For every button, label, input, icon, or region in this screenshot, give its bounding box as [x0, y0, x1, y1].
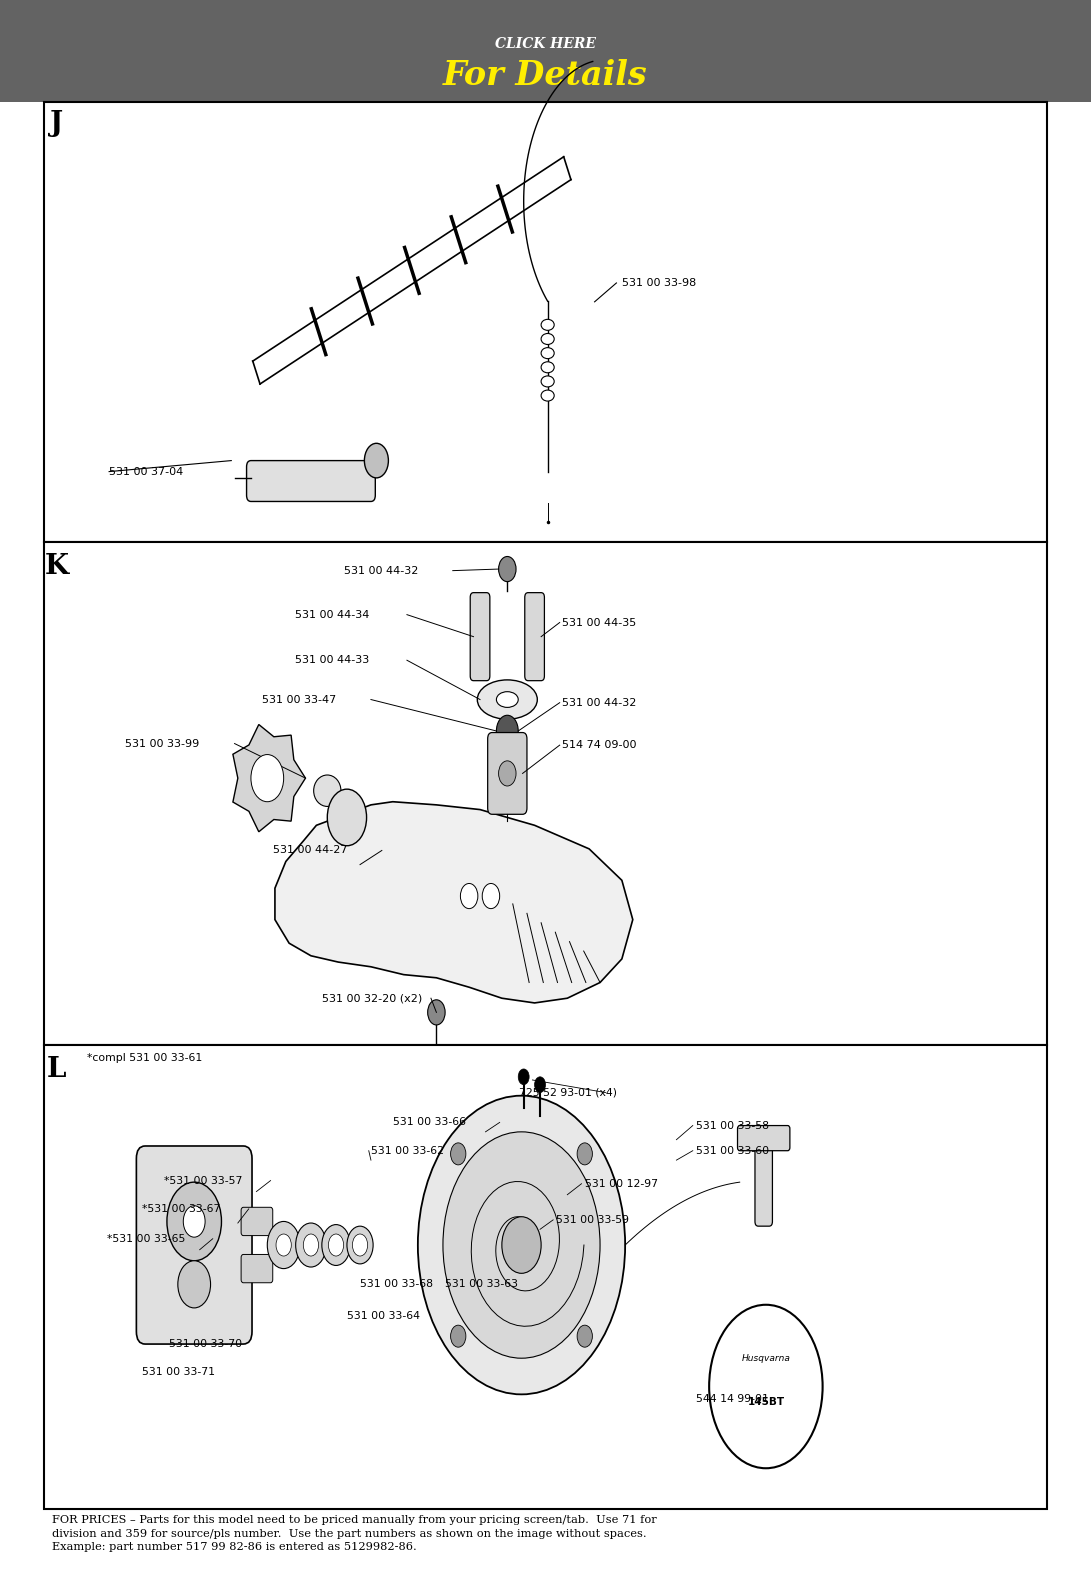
Circle shape [709, 1305, 823, 1468]
Circle shape [518, 1069, 529, 1085]
Text: 531 00 33-66: 531 00 33-66 [393, 1118, 466, 1127]
Ellipse shape [541, 362, 554, 373]
Circle shape [451, 1143, 466, 1165]
Polygon shape [275, 802, 633, 1003]
Text: K: K [45, 553, 69, 580]
Circle shape [267, 1221, 300, 1269]
FancyBboxPatch shape [241, 1207, 273, 1236]
Circle shape [502, 1217, 541, 1273]
Ellipse shape [541, 376, 554, 387]
Circle shape [328, 1234, 344, 1256]
Text: *compl 531 00 33-61: *compl 531 00 33-61 [87, 1053, 203, 1063]
Text: Husqvarna: Husqvarna [742, 1353, 790, 1363]
FancyBboxPatch shape [136, 1146, 252, 1344]
Text: 531 00 33-58: 531 00 33-58 [696, 1121, 769, 1130]
Circle shape [322, 1225, 350, 1265]
Polygon shape [232, 725, 305, 832]
Text: 531 00 44-27: 531 00 44-27 [273, 846, 347, 855]
Text: 531 00 33-71: 531 00 33-71 [142, 1368, 215, 1377]
Circle shape [418, 1096, 625, 1394]
Text: For Details: For Details [443, 60, 648, 91]
Circle shape [482, 883, 500, 909]
Text: 531 00 33-59: 531 00 33-59 [556, 1215, 630, 1225]
Text: 531 00 33-70: 531 00 33-70 [169, 1339, 242, 1349]
Ellipse shape [541, 347, 554, 358]
Text: 531 00 44-32: 531 00 44-32 [344, 566, 418, 575]
Text: 514 74 09-00: 514 74 09-00 [562, 740, 636, 750]
Text: 531 00 33-64: 531 00 33-64 [347, 1311, 420, 1320]
Text: 531 00 33-47: 531 00 33-47 [262, 695, 336, 704]
Text: J: J [50, 110, 63, 137]
Circle shape [347, 1226, 373, 1264]
Ellipse shape [496, 692, 518, 707]
Circle shape [251, 755, 284, 802]
Circle shape [535, 1077, 546, 1093]
Circle shape [327, 789, 367, 846]
Text: 531 00 32-20 (x2): 531 00 32-20 (x2) [322, 994, 422, 1003]
Circle shape [178, 1261, 211, 1308]
Text: 531 00 37-04: 531 00 37-04 [109, 467, 183, 476]
Text: 531 00 44-34: 531 00 44-34 [295, 610, 369, 619]
FancyBboxPatch shape [755, 1138, 772, 1226]
Circle shape [303, 1234, 319, 1256]
Ellipse shape [541, 390, 554, 401]
Circle shape [364, 443, 388, 478]
Text: 531 00 44-33: 531 00 44-33 [295, 656, 369, 665]
FancyBboxPatch shape [247, 461, 375, 501]
Circle shape [352, 1234, 368, 1256]
Text: 531 00 33-99: 531 00 33-99 [125, 739, 200, 748]
Text: 531 00 33-63: 531 00 33-63 [445, 1280, 518, 1289]
Text: 531 00 44-32: 531 00 44-32 [562, 698, 636, 707]
Circle shape [577, 1325, 592, 1347]
Circle shape [296, 1223, 326, 1267]
Text: 544 14 99-01: 544 14 99-01 [696, 1394, 769, 1404]
FancyBboxPatch shape [241, 1254, 273, 1283]
FancyBboxPatch shape [488, 733, 527, 814]
FancyBboxPatch shape [525, 593, 544, 681]
Text: L: L [47, 1056, 67, 1083]
FancyBboxPatch shape [470, 593, 490, 681]
FancyBboxPatch shape [738, 1126, 790, 1151]
Circle shape [443, 1132, 600, 1358]
Text: *531 00 33-67: *531 00 33-67 [142, 1204, 220, 1214]
Circle shape [451, 1325, 466, 1347]
Ellipse shape [541, 333, 554, 344]
Text: 145BT: 145BT [747, 1398, 784, 1407]
Text: 531 00 33-60: 531 00 33-60 [696, 1146, 769, 1155]
Circle shape [276, 1234, 291, 1256]
Bar [44, 102, 1047, 542]
Text: *531 00 33-57: *531 00 33-57 [164, 1176, 242, 1185]
Text: 531 00 33-98: 531 00 33-98 [622, 278, 696, 288]
Bar [44, 1045, 1047, 1509]
Circle shape [499, 761, 516, 786]
Ellipse shape [478, 679, 538, 718]
Text: CLICK HERE: CLICK HERE [495, 38, 596, 50]
Text: 531 00 33-68: 531 00 33-68 [360, 1280, 433, 1289]
Text: 531 00 33-62: 531 00 33-62 [371, 1146, 444, 1155]
Circle shape [183, 1206, 205, 1237]
Circle shape [499, 556, 516, 582]
Circle shape [167, 1182, 221, 1261]
Text: 531 00 12-97: 531 00 12-97 [585, 1179, 658, 1188]
Ellipse shape [541, 319, 554, 330]
Circle shape [496, 715, 518, 747]
Bar [44, 542, 1047, 1045]
Bar [0, 0, 1091, 102]
Text: FOR PRICES – Parts for this model need to be priced manually from your pricing s: FOR PRICES – Parts for this model need t… [52, 1515, 657, 1552]
Circle shape [428, 1000, 445, 1025]
Ellipse shape [314, 775, 340, 806]
Text: *531 00 33-65: *531 00 33-65 [107, 1234, 185, 1243]
Circle shape [460, 883, 478, 909]
Text: 725 52 93-01 (x4): 725 52 93-01 (x4) [519, 1088, 618, 1097]
Circle shape [577, 1143, 592, 1165]
Text: 531 00 44-35: 531 00 44-35 [562, 618, 636, 627]
